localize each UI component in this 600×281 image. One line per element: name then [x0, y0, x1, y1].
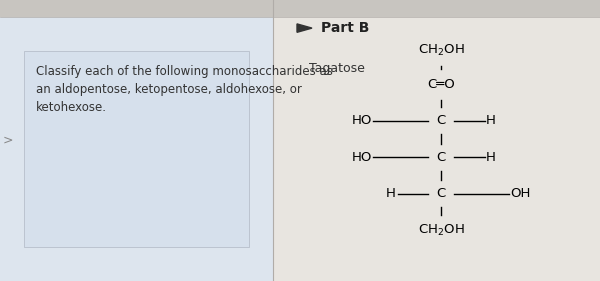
Text: $\mathregular{CH_2OH}$: $\mathregular{CH_2OH}$ — [418, 223, 464, 238]
Text: $\mathregular{CH_2OH}$: $\mathregular{CH_2OH}$ — [418, 43, 464, 58]
Bar — [0, 17, 273, 281]
Text: C═O: C═O — [427, 78, 455, 91]
Text: C: C — [436, 187, 446, 200]
Text: C: C — [436, 151, 446, 164]
Text: HO: HO — [352, 151, 372, 164]
Text: H: H — [486, 151, 496, 164]
Text: Classify each of the following monosaccharides as
an aldopentose, ketopentose, a: Classify each of the following monosacch… — [36, 65, 333, 114]
FancyBboxPatch shape — [24, 51, 249, 247]
Text: OH: OH — [510, 187, 530, 200]
Polygon shape — [297, 24, 312, 32]
Text: Part B: Part B — [321, 21, 370, 35]
Bar — [0, 0, 600, 17]
Text: >: > — [3, 134, 14, 147]
Text: HO: HO — [352, 114, 372, 127]
Text: H: H — [386, 187, 396, 200]
Bar — [273, 17, 600, 281]
Text: Tagatose: Tagatose — [309, 62, 365, 75]
Text: H: H — [486, 114, 496, 127]
Text: C: C — [436, 114, 446, 127]
